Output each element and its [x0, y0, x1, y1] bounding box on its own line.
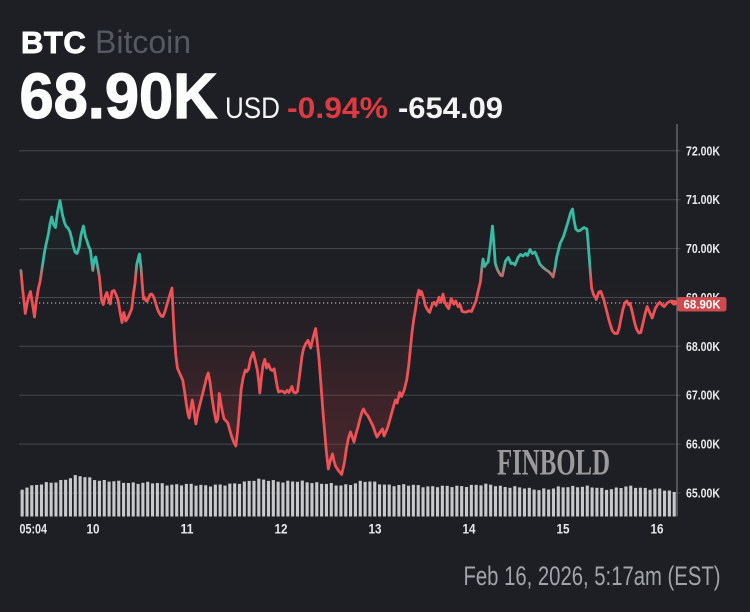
svg-text:-0.94%: -0.94% [287, 92, 388, 125]
svg-text:Feb 16, 2026, 5:17am (EST): Feb 16, 2026, 5:17am (EST) [464, 561, 721, 591]
svg-text:68.00K: 68.00K [686, 340, 720, 354]
svg-text:71.00K: 71.00K [686, 193, 720, 207]
svg-text:BTC: BTC [21, 25, 86, 60]
svg-text:FINBOLD: FINBOLD [497, 443, 610, 484]
svg-text:13: 13 [369, 522, 382, 537]
svg-text:65.00K: 65.00K [686, 487, 720, 501]
svg-text:15: 15 [557, 522, 570, 537]
svg-text:11: 11 [181, 522, 194, 537]
svg-text:USD: USD [225, 92, 280, 125]
svg-text:05:04: 05:04 [20, 522, 48, 537]
svg-text:-654.09: -654.09 [398, 92, 503, 125]
svg-text:16: 16 [651, 522, 664, 537]
svg-text:70.00K: 70.00K [686, 242, 720, 256]
svg-text:10: 10 [87, 522, 100, 537]
svg-text:68.90K: 68.90K [20, 60, 218, 132]
svg-text:67.00K: 67.00K [686, 389, 720, 403]
svg-text:66.00K: 66.00K [686, 438, 720, 452]
svg-text:72.00K: 72.00K [686, 144, 720, 158]
svg-text:14: 14 [463, 522, 476, 537]
svg-text:Bitcoin: Bitcoin [95, 24, 191, 60]
svg-text:12: 12 [275, 522, 288, 537]
svg-text:68.90K: 68.90K [684, 300, 722, 312]
